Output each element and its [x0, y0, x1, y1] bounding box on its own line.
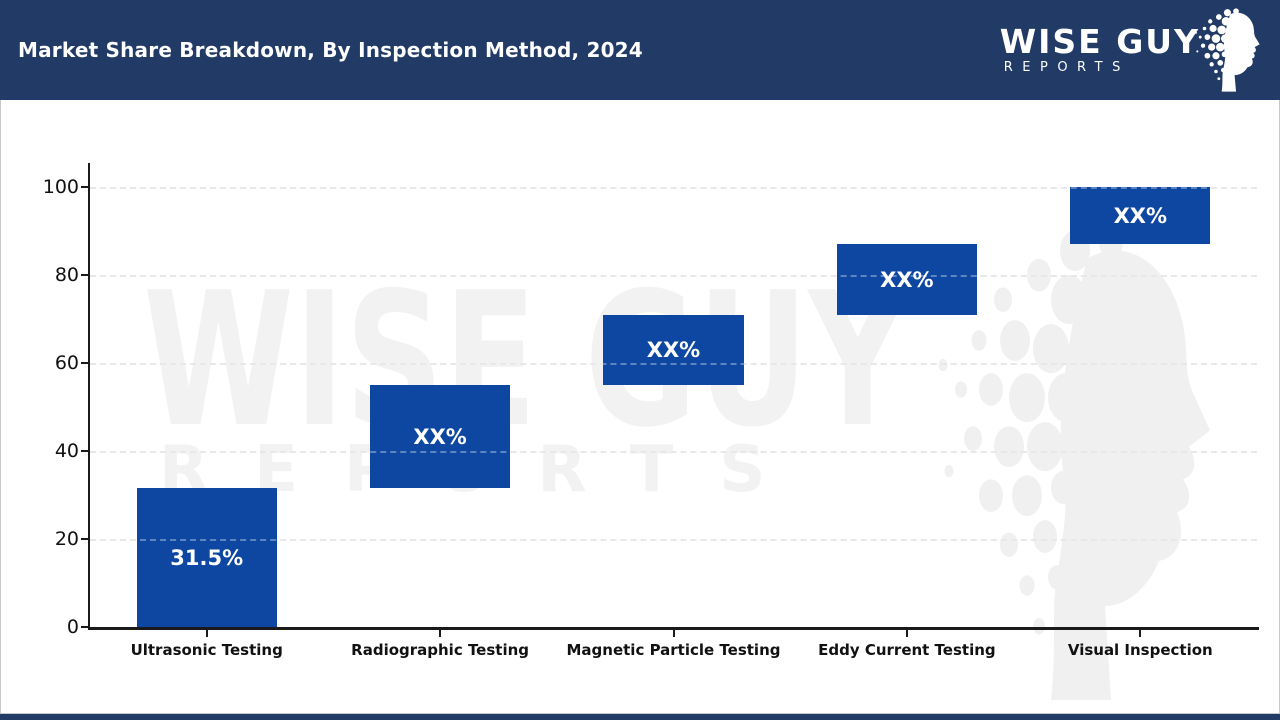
bar-magnetic-particle-testing: XX%: [603, 314, 744, 386]
bar-eddy-current-testing: XX%: [836, 244, 977, 315]
bar-ultrasonic-testing: 31.5%: [136, 488, 277, 627]
y-tick-mark-60: [81, 362, 89, 365]
brand-logo-text: WISE GUY REPORTS: [999, 21, 1200, 76]
bar-visual-inspection: XX%: [1070, 187, 1211, 245]
gridline-20: [90, 539, 1257, 542]
dotted-head-icon: [1194, 8, 1260, 92]
page-title: Market Share Breakdown, By Inspection Me…: [18, 38, 643, 62]
gridline-overlay-60: [90, 363, 1257, 366]
x-tick-mark-visual-inspection: [1139, 629, 1142, 637]
y-tick-mark-100: [81, 186, 89, 189]
brand-logo: WISE GUY REPORTS: [1000, 7, 1266, 93]
gridline-100: [90, 187, 1257, 190]
brand-subtitle: REPORTS: [1003, 60, 1130, 76]
y-tick-mark-80: [81, 274, 89, 277]
watermark-brand-name: WISE GUY: [143, 252, 908, 468]
header: Market Share Breakdown, By Inspection Me…: [0, 0, 1280, 100]
y-tick-label-0: 0: [66, 616, 79, 638]
y-tick-label-80: 80: [54, 264, 79, 287]
bar-value-label-visual-inspection: XX%: [1113, 203, 1167, 228]
gridline-overlay-80: [90, 275, 1257, 278]
gridline-80: [90, 275, 1257, 278]
y-tick-mark-0: [81, 626, 89, 628]
x-tick-mark-magnetic-particle-testing: [672, 629, 675, 637]
bar-value-label-ultrasonic-testing: 31.5%: [170, 545, 244, 570]
y-tick-mark-20: [81, 538, 89, 541]
gridline-overlay-40: [90, 451, 1257, 454]
x-tick-mark-radiographic-testing: [439, 629, 442, 637]
gridline-overlay-100: [90, 187, 1257, 190]
x-category-label-ultrasonic-testing: Ultrasonic Testing: [130, 641, 283, 659]
x-category-label-magnetic-particle-testing: Magnetic Particle Testing: [566, 641, 781, 659]
chart-area: WISE GUY REPORTS 02040608010031.5%XX%XX%…: [0, 100, 1280, 714]
bar-radiographic-testing: XX%: [370, 385, 511, 489]
y-tick-label-40: 40: [54, 440, 79, 463]
y-tick-label-20: 20: [54, 528, 79, 551]
x-tick-mark-ultrasonic-testing: [205, 629, 208, 637]
x-tick-mark-eddy-current-testing: [905, 629, 908, 637]
y-tick-mark-40: [81, 450, 89, 453]
x-axis-line: [88, 626, 1259, 630]
y-axis-line: [88, 163, 90, 629]
y-tick-label-100: 100: [42, 176, 79, 199]
x-category-label-visual-inspection: Visual Inspection: [1067, 641, 1213, 659]
y-tick-label-60: 60: [54, 352, 79, 375]
brand-name: WISE GUY: [999, 21, 1200, 61]
footer-bar: [0, 714, 1280, 720]
bar-value-label-radiographic-testing: XX%: [413, 424, 467, 449]
gridline-overlay-20: [90, 539, 1257, 542]
bar-value-label-magnetic-particle-testing: XX%: [646, 337, 701, 362]
x-category-label-radiographic-testing: Radiographic Testing: [351, 641, 530, 659]
gridline-40: [90, 451, 1257, 454]
x-category-label-eddy-current-testing: Eddy Current Testing: [818, 641, 996, 659]
bar-value-label-eddy-current-testing: XX%: [880, 267, 934, 292]
